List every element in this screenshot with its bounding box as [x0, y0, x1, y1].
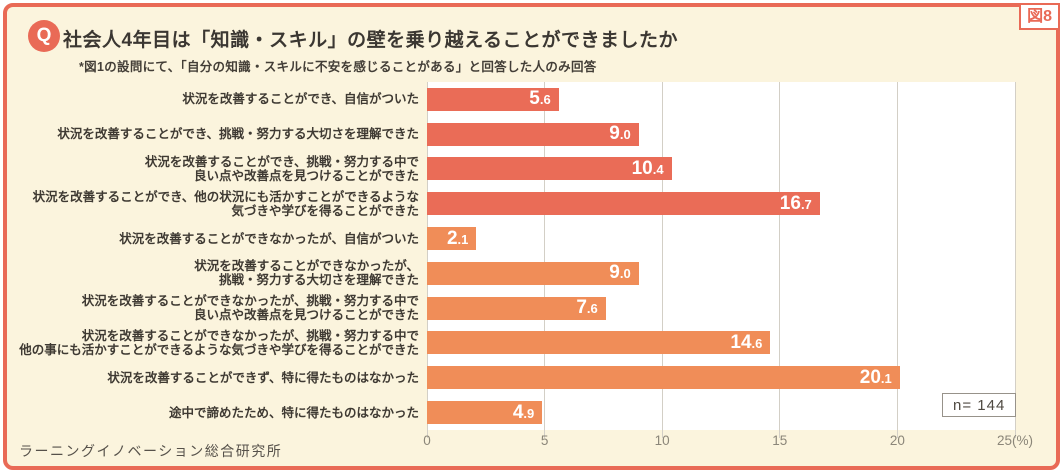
bar-track: 14.6	[427, 331, 1015, 355]
x-tick-label: 5	[540, 433, 549, 448]
bar: 20.1	[427, 366, 900, 390]
bar: 10.4	[427, 157, 672, 181]
gridline-5	[544, 82, 546, 438]
bar-track: 2.1	[427, 227, 1015, 251]
category-label: 途中で諦めたため、特に得たものはなかった	[168, 405, 419, 420]
value-label: 10.4	[631, 157, 664, 179]
x-tick-label: 25(%)	[996, 433, 1034, 448]
bar-track: 9.0	[427, 122, 1015, 146]
chart-subtitle: *図1の設問にて、「自分の知識・スキルに不安を感じることがある」と回答した人のみ…	[79, 60, 597, 74]
chart-row-10: 途中で諦めたため、特に得たものはなかった 4.9	[0, 395, 1063, 430]
gridline-0	[426, 82, 428, 438]
category-label: 状況を改善することができ、挑戦・努力する大切さを理解できた	[57, 127, 419, 142]
category-label: 状況を改善することができなかったが、自信がついた	[119, 231, 419, 246]
x-axis: 0 5 10 15 20 25(%)	[423, 433, 1033, 449]
bar-track: 9.0	[427, 261, 1015, 285]
sample-size-badge: n= 144	[942, 393, 1017, 417]
bar: 9.0	[427, 122, 639, 146]
value-label: 9.0	[609, 262, 631, 284]
bar-track: 5.6	[427, 87, 1015, 111]
value-label: 4.9	[512, 401, 535, 423]
value-label: 9.0	[609, 123, 631, 145]
chart-row-6: 状況を改善することができなかったが、 挑戦・努力する大切さを理解できた 9.0	[0, 256, 1063, 291]
gridline-10	[661, 82, 663, 438]
figure-number-badge: 図8	[1019, 3, 1060, 30]
bar: 16.7	[427, 192, 820, 216]
chart-row-4: 状況を改善することができ、他の状況にも活かすことができるような 気づきや学びを得る…	[0, 186, 1063, 221]
x-tick-label: 0	[423, 433, 431, 448]
chart-row-7: 状況を改善することができなかったが、挑戦・努力する中で 良い点や改善点を見つけるこ…	[0, 291, 1063, 326]
chart-row-9: 状況を改善することができず、特に得たものはなかった 20.1	[0, 360, 1063, 395]
bar-track: 7.6	[427, 296, 1015, 320]
chart-row-3: 状況を改善することができ、挑戦・努力する中で 良い点や改善点を見つけることができた…	[0, 152, 1063, 187]
chart-row-5: 状況を改善することができなかったが、自信がついた 2.1	[0, 221, 1063, 256]
value-label: 16.7	[779, 192, 812, 214]
category-label: 状況を改善することができ、他の状況にも活かすことができるような 気づきや学びを得る…	[32, 189, 419, 218]
x-tick-label: 15	[772, 433, 788, 448]
value-label: 2.1	[446, 227, 469, 249]
value-label: 5.6	[529, 88, 551, 110]
value-label: 14.6	[730, 331, 763, 353]
source-label: ラーニングイノベーション総合研究所	[19, 443, 283, 459]
value-label: 7.6	[576, 297, 598, 319]
gridline-20	[896, 82, 898, 438]
gridline-25	[1014, 82, 1016, 438]
bar-track: 10.4	[427, 157, 1015, 181]
x-tick-label: 20	[889, 433, 905, 448]
bar: 7.6	[427, 296, 606, 320]
category-label: 状況を改善することができなかったが、挑戦・努力する中で 他の事にも活かすことができ…	[19, 328, 419, 357]
bar: 9.0	[427, 261, 639, 285]
bar-track: 16.7	[427, 192, 1015, 216]
category-label: 状況を改善することができ、自信がついた	[182, 92, 419, 107]
bar-track: 4.9	[427, 401, 1015, 425]
gridline-15	[779, 82, 781, 438]
bar: 4.9	[427, 401, 543, 425]
x-tick-label: 10	[654, 433, 670, 448]
category-label: 状況を改善することができず、特に得たものはなかった	[107, 370, 419, 385]
bar-track: 20.1	[427, 366, 1015, 390]
chart-row-8: 状況を改善することができなかったが、挑戦・努力する中で 他の事にも活かすことができ…	[0, 326, 1063, 361]
category-label: 状況を改善することができなかったが、 挑戦・努力する大切さを理解できた	[194, 259, 419, 288]
bar-chart: 状況を改善することができ、自信がついた 5.6 状況を改善することができ、挑戦・努力…	[0, 82, 1063, 430]
category-label: 状況を改善することができ、挑戦・努力する中で 良い点や改善点を見つけることができた	[144, 154, 419, 183]
question-icon: Q	[28, 20, 60, 52]
chart-row-1: 状況を改善することができ、自信がついた 5.6	[0, 82, 1063, 117]
bar: 5.6	[427, 87, 559, 111]
value-label: 20.1	[859, 366, 892, 388]
chart-title: 社会人4年目は「知識・スキル」の壁を乗り越えることができましたか	[63, 30, 678, 51]
category-label: 状況を改善することができなかったが、挑戦・努力する中で 良い点や改善点を見つけるこ…	[81, 294, 419, 323]
bar: 14.6	[427, 331, 771, 355]
bar: 2.1	[427, 227, 477, 251]
chart-row-2: 状況を改善することができ、挑戦・努力する大切さを理解できた 9.0	[0, 117, 1063, 152]
